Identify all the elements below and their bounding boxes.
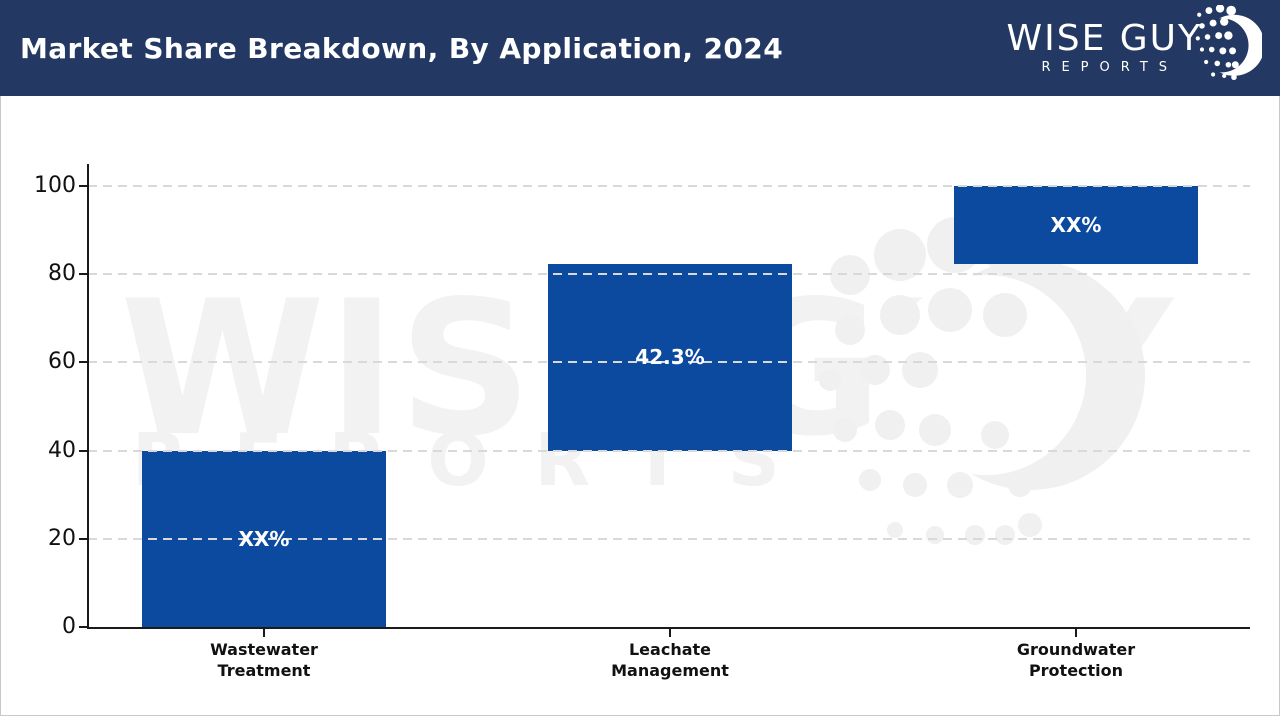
logo-text: WISE GUY REPORTS xyxy=(1006,18,1203,76)
y-axis-line xyxy=(87,164,89,629)
x-category-line: Groundwater xyxy=(1016,640,1136,659)
gridline xyxy=(88,185,1250,187)
bar-value-label: 42.3% xyxy=(635,345,705,370)
x-axis-line xyxy=(87,627,1250,629)
gridline xyxy=(88,449,1250,452)
y-tick-label: 100 xyxy=(34,173,76,198)
x-tick-mark xyxy=(669,629,671,637)
x-category-line: Wastewater xyxy=(210,640,318,659)
bar-segment xyxy=(548,264,792,451)
bar-value-label: XX% xyxy=(238,526,290,551)
y-tick-label: 60 xyxy=(48,349,76,375)
gridline xyxy=(88,361,1250,364)
logo-subtitle: REPORTS xyxy=(1041,60,1179,75)
page-title: Market Share Breakdown, By Application, … xyxy=(20,31,784,65)
x-tick-mark xyxy=(1075,629,1077,637)
bar-value-label: XX% xyxy=(1050,213,1102,238)
y-tick-label: 0 xyxy=(62,614,76,639)
logo-head-icon xyxy=(1192,4,1265,91)
x-category-label: Groundwater Protection xyxy=(936,639,1216,681)
x-category-line: Leachate xyxy=(628,640,711,659)
y-tick-label: 40 xyxy=(48,437,76,463)
y-tick-mark xyxy=(79,273,88,276)
y-tick-mark xyxy=(79,626,88,628)
gridline xyxy=(88,537,1250,540)
x-category-line: Treatment xyxy=(217,661,311,680)
logo-wordmark: WISE GUY xyxy=(1006,18,1202,59)
y-tick-mark xyxy=(79,537,88,540)
x-category-label: Leachate Management xyxy=(530,639,810,681)
y-tick-label: 20 xyxy=(48,525,76,551)
gridline xyxy=(88,273,1250,276)
x-category-label: Wastewater Treatment xyxy=(124,639,404,681)
wiseguy-logo: WISE GUY REPORTS xyxy=(1006,4,1265,91)
x-category-line: Management xyxy=(611,661,729,680)
header: Market Share Breakdown, By Application, … xyxy=(0,0,1280,96)
bar-segment xyxy=(954,186,1198,265)
x-tick-mark xyxy=(263,629,265,637)
y-tick-mark xyxy=(79,361,88,364)
x-category-line: Protection xyxy=(1028,661,1124,680)
y-tick-mark xyxy=(79,185,88,187)
y-tick-label: 80 xyxy=(48,261,76,287)
y-tick-mark xyxy=(79,449,88,452)
